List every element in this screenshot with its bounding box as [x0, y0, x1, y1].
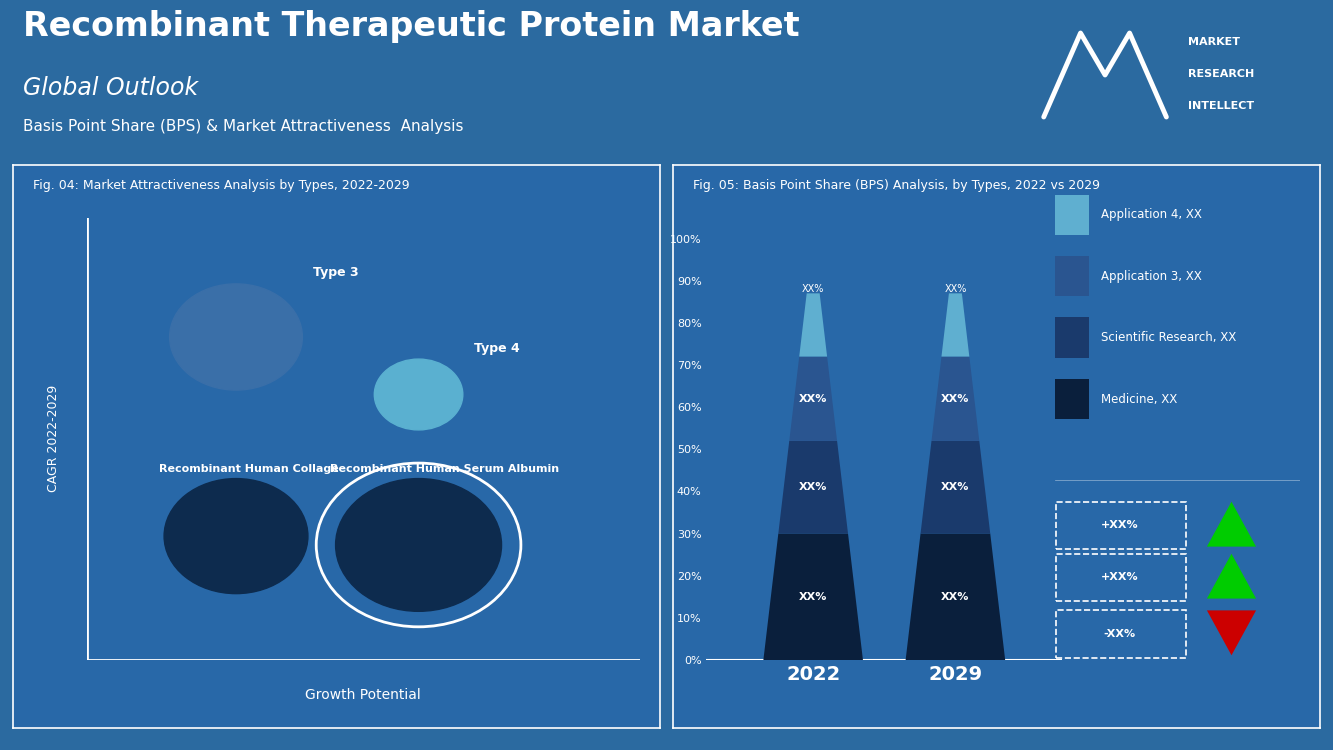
Polygon shape — [941, 293, 969, 356]
Polygon shape — [905, 533, 1005, 660]
FancyBboxPatch shape — [1054, 317, 1089, 358]
Text: XX%: XX% — [798, 592, 828, 602]
Text: +XX%: +XX% — [1101, 572, 1138, 582]
Polygon shape — [932, 356, 980, 441]
Text: RESEARCH: RESEARCH — [1188, 69, 1254, 79]
Text: INTELLECT: INTELLECT — [1188, 101, 1254, 112]
Text: Recombinant Therapeutic Protein Market: Recombinant Therapeutic Protein Market — [23, 10, 800, 44]
Text: Fig. 05: Basis Point Share (BPS) Analysis, by Types, 2022 vs 2029: Fig. 05: Basis Point Share (BPS) Analysi… — [693, 179, 1100, 192]
Text: MARKET: MARKET — [1188, 37, 1240, 46]
Text: XX%: XX% — [802, 284, 824, 294]
Polygon shape — [789, 356, 837, 441]
Text: Fig. 04: Market Attractiveness Analysis by Types, 2022-2029: Fig. 04: Market Attractiveness Analysis … — [33, 179, 409, 192]
Polygon shape — [764, 533, 862, 660]
FancyBboxPatch shape — [1054, 379, 1089, 419]
Text: Application 3, XX: Application 3, XX — [1101, 270, 1202, 283]
Text: XX%: XX% — [798, 394, 828, 404]
Polygon shape — [1206, 610, 1256, 656]
Circle shape — [336, 478, 501, 611]
Polygon shape — [1206, 502, 1256, 547]
Text: +XX%: +XX% — [1101, 520, 1138, 530]
Circle shape — [164, 478, 308, 594]
Text: Recombinant Human Serum Albumin: Recombinant Human Serum Albumin — [331, 464, 559, 474]
Text: XX%: XX% — [941, 394, 969, 404]
FancyBboxPatch shape — [1054, 194, 1089, 235]
Text: Type 4: Type 4 — [475, 342, 520, 355]
Polygon shape — [921, 441, 990, 533]
Text: XX%: XX% — [941, 482, 969, 492]
Text: XX%: XX% — [941, 592, 969, 602]
Text: XX%: XX% — [798, 482, 828, 492]
Text: CAGR 2022-2029: CAGR 2022-2029 — [47, 386, 60, 493]
Text: Growth Potential: Growth Potential — [305, 688, 421, 703]
Text: Recombinant Human Collage: Recombinant Human Collage — [159, 464, 339, 474]
Circle shape — [169, 284, 303, 390]
Polygon shape — [800, 293, 826, 356]
Circle shape — [375, 359, 463, 430]
Text: -XX%: -XX% — [1104, 629, 1136, 639]
Text: Basis Point Share (BPS) & Market Attractiveness  Analysis: Basis Point Share (BPS) & Market Attract… — [23, 118, 464, 134]
Text: XX%: XX% — [944, 284, 966, 294]
FancyBboxPatch shape — [1054, 256, 1089, 296]
Text: Scientific Research, XX: Scientific Research, XX — [1101, 332, 1237, 344]
Polygon shape — [778, 441, 848, 533]
Text: Type 3: Type 3 — [313, 266, 359, 280]
Text: Global Outlook: Global Outlook — [23, 76, 199, 100]
Text: Application 4, XX: Application 4, XX — [1101, 209, 1202, 221]
Text: Medicine, XX: Medicine, XX — [1101, 393, 1177, 406]
Polygon shape — [1206, 554, 1256, 598]
